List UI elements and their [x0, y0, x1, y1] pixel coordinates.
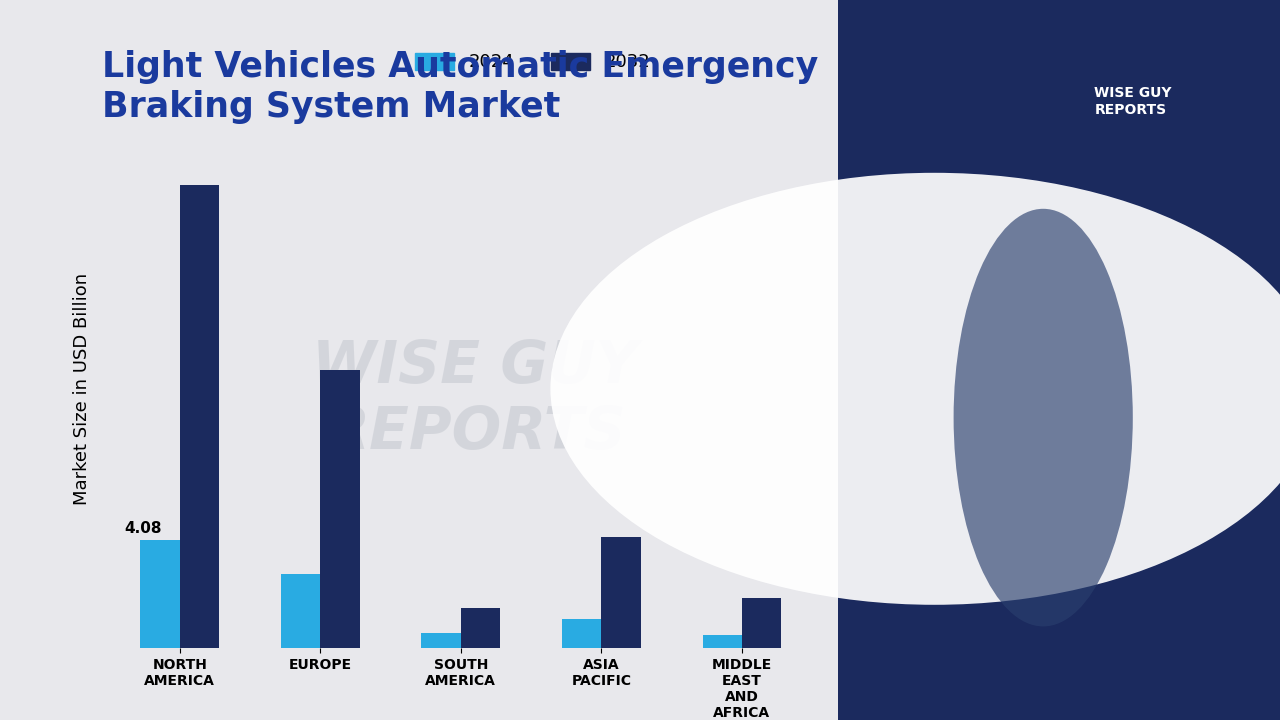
Point — [1188, 153, 1208, 165]
Point — [1207, 199, 1228, 210]
Point — [1251, 128, 1271, 140]
Point — [1230, 56, 1251, 68]
Bar — [320, 370, 360, 648]
Point — [1238, 37, 1258, 49]
Point — [1185, 192, 1206, 204]
Point — [1176, 82, 1197, 94]
Point — [1235, 97, 1256, 109]
Point — [1236, 206, 1257, 217]
Point — [1230, 157, 1251, 168]
Point — [1238, 148, 1258, 160]
Point — [1228, 94, 1248, 105]
Point — [1196, 15, 1216, 27]
Point — [1230, 175, 1251, 186]
Point — [1179, 138, 1199, 149]
Bar — [280, 574, 320, 648]
Bar — [562, 619, 602, 648]
Bar — [141, 540, 179, 648]
Point — [1254, 46, 1275, 58]
Point — [1244, 96, 1265, 108]
Point — [1201, 167, 1221, 179]
Point — [1179, 204, 1199, 215]
Point — [1228, 17, 1248, 28]
Point — [1242, 53, 1262, 65]
Point — [1201, 133, 1221, 145]
Point — [1197, 120, 1217, 132]
Bar — [742, 598, 781, 648]
Point — [1242, 69, 1262, 81]
Point — [1207, 27, 1228, 39]
Point — [1184, 84, 1204, 95]
Text: WISE GUY
REPORTS: WISE GUY REPORTS — [312, 338, 637, 461]
Bar — [421, 634, 461, 648]
Point — [1238, 149, 1258, 161]
Point — [1207, 115, 1228, 127]
Point — [1225, 38, 1245, 50]
Point — [1180, 123, 1201, 135]
Point — [1188, 186, 1208, 198]
Point — [1202, 120, 1222, 131]
Point — [1208, 122, 1229, 134]
Legend: 2024, 2032: 2024, 2032 — [407, 45, 658, 78]
Point — [1254, 70, 1275, 81]
Y-axis label: Market Size in USD Billion: Market Size in USD Billion — [73, 273, 91, 505]
Point — [1193, 156, 1213, 167]
Point — [1217, 151, 1238, 163]
Point — [1210, 192, 1230, 204]
Point — [1224, 53, 1244, 64]
Point — [1210, 65, 1230, 76]
Bar — [703, 635, 742, 648]
Bar — [461, 608, 500, 648]
Text: Light Vehicles Automatic Emergency
Braking System Market: Light Vehicles Automatic Emergency Braki… — [102, 50, 819, 124]
Point — [1242, 163, 1262, 174]
Point — [1219, 66, 1239, 77]
Point — [1208, 58, 1229, 69]
Point — [1210, 150, 1230, 161]
Point — [1185, 118, 1206, 130]
Bar — [179, 185, 219, 648]
Bar — [602, 537, 641, 648]
Point — [1236, 76, 1257, 87]
Point — [1169, 169, 1189, 181]
Point — [1172, 77, 1193, 89]
Text: 4.08: 4.08 — [124, 521, 161, 536]
Point — [1229, 191, 1249, 202]
Point — [1180, 28, 1201, 40]
Point — [1178, 84, 1198, 95]
Point — [1239, 66, 1260, 77]
Point — [1234, 179, 1254, 191]
Point — [1229, 109, 1249, 121]
Point — [1181, 178, 1202, 189]
Point — [1199, 128, 1220, 140]
Text: WISE GUY
REPORTS: WISE GUY REPORTS — [1094, 86, 1172, 117]
Point — [1248, 176, 1268, 188]
Point — [1242, 98, 1262, 109]
Point — [1171, 117, 1192, 129]
Point — [1235, 76, 1256, 88]
Point — [1254, 99, 1275, 110]
